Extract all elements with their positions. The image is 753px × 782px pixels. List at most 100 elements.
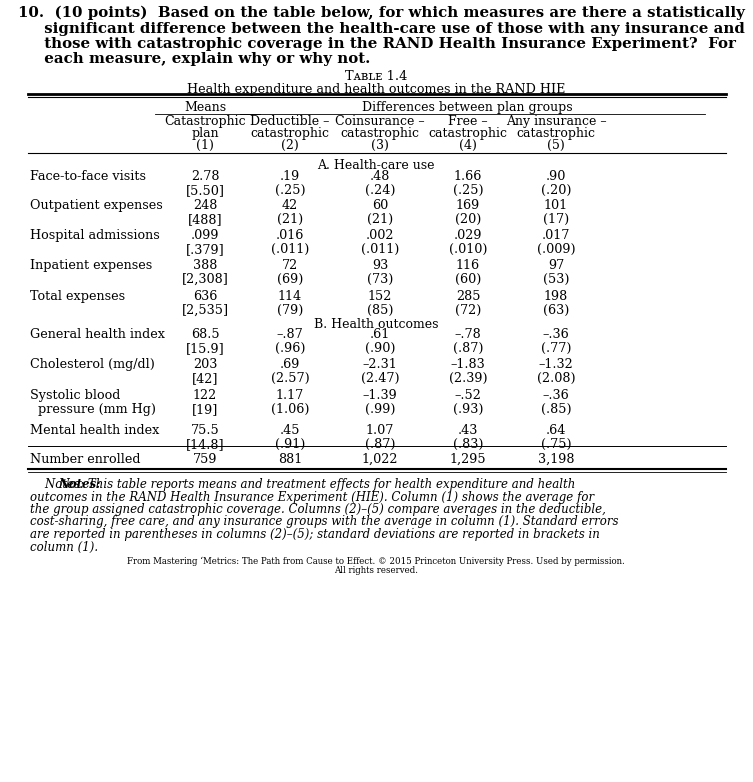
Text: 10.  (10 points)  Based on the table below, for which measures are there a stati: 10. (10 points) Based on the table below… xyxy=(18,6,745,20)
Text: (60): (60) xyxy=(455,273,481,286)
Text: 75.5: 75.5 xyxy=(191,424,219,437)
Text: 1.66: 1.66 xyxy=(454,170,482,183)
Text: each measure, explain why or why not.: each measure, explain why or why not. xyxy=(18,52,370,66)
Text: .19: .19 xyxy=(280,170,300,183)
Text: 198: 198 xyxy=(544,290,568,303)
Text: (1.06): (1.06) xyxy=(271,403,309,416)
Text: Catastrophic: Catastrophic xyxy=(164,115,245,128)
Text: All rights reserved.: All rights reserved. xyxy=(334,566,418,575)
Text: catastrophic: catastrophic xyxy=(517,127,596,140)
Text: (.99): (.99) xyxy=(364,403,395,416)
Text: (2.57): (2.57) xyxy=(270,372,309,385)
Text: –.78: –.78 xyxy=(455,328,481,341)
Text: (.20): (.20) xyxy=(541,184,572,197)
Text: (2): (2) xyxy=(281,139,299,152)
Text: –.52: –.52 xyxy=(455,389,481,402)
Text: (.87): (.87) xyxy=(453,342,483,355)
Text: 101: 101 xyxy=(544,199,568,212)
Text: (5): (5) xyxy=(547,139,565,152)
Text: –.87: –.87 xyxy=(276,328,303,341)
Text: are reported in parentheses in columns (2)–(5); standard deviations are reported: are reported in parentheses in columns (… xyxy=(30,528,600,541)
Text: Notes:: Notes: xyxy=(58,478,100,491)
Text: 42: 42 xyxy=(282,199,298,212)
Text: (.24): (.24) xyxy=(364,184,395,197)
Text: 116: 116 xyxy=(456,259,480,272)
Text: (85): (85) xyxy=(367,304,393,317)
Text: General health index: General health index xyxy=(30,328,165,341)
Text: (.75): (.75) xyxy=(541,438,572,451)
Text: catastrophic: catastrophic xyxy=(340,127,419,140)
Text: .64: .64 xyxy=(546,424,566,437)
Text: 1,022: 1,022 xyxy=(361,453,398,466)
Text: 2.78: 2.78 xyxy=(191,170,219,183)
Text: –1.83: –1.83 xyxy=(450,358,486,371)
Text: 636: 636 xyxy=(193,290,217,303)
Text: 388: 388 xyxy=(193,259,217,272)
Text: Notes: This table reports means and treatment effects for health expenditure and: Notes: This table reports means and trea… xyxy=(30,478,575,491)
Text: (69): (69) xyxy=(277,273,303,286)
Text: 1.07: 1.07 xyxy=(366,424,394,437)
Text: A. Health-care use: A. Health-care use xyxy=(317,159,434,172)
Text: 169: 169 xyxy=(456,199,480,212)
Text: [2,535]: [2,535] xyxy=(181,304,229,317)
Text: .69: .69 xyxy=(280,358,300,371)
Text: (.83): (.83) xyxy=(453,438,483,451)
Text: (4): (4) xyxy=(459,139,477,152)
Text: (2.08): (2.08) xyxy=(537,372,575,385)
Text: (63): (63) xyxy=(543,304,569,317)
Text: (.25): (.25) xyxy=(453,184,483,197)
Text: those with catastrophic coverage in the RAND Health Insurance Experiment?  For: those with catastrophic coverage in the … xyxy=(18,37,736,51)
Text: [.379]: [.379] xyxy=(186,243,224,256)
Text: 114: 114 xyxy=(278,290,302,303)
Text: (.96): (.96) xyxy=(275,342,305,355)
Text: (.77): (.77) xyxy=(541,342,572,355)
Text: (.011): (.011) xyxy=(271,243,309,256)
Text: (1): (1) xyxy=(196,139,214,152)
Text: column (1).: column (1). xyxy=(30,540,98,554)
Text: 60: 60 xyxy=(372,199,388,212)
Text: (.25): (.25) xyxy=(275,184,305,197)
Text: Tᴀʙʟᴇ 1.4: Tᴀʙʟᴇ 1.4 xyxy=(345,70,407,83)
Text: Any insurance –: Any insurance – xyxy=(506,115,606,128)
Text: Coinsurance –: Coinsurance – xyxy=(335,115,425,128)
Text: (73): (73) xyxy=(367,273,393,286)
Text: (2.47): (2.47) xyxy=(361,372,399,385)
Text: –.36: –.36 xyxy=(543,328,569,341)
Text: (.009): (.009) xyxy=(537,243,575,256)
Text: .002: .002 xyxy=(366,229,395,242)
Text: 152: 152 xyxy=(367,290,392,303)
Text: (.87): (.87) xyxy=(364,438,395,451)
Text: significant difference between the health-care use of those with any insurance a: significant difference between the healt… xyxy=(18,21,745,35)
Text: [5.50]: [5.50] xyxy=(185,184,224,197)
Text: (21): (21) xyxy=(367,213,393,226)
Text: –1.39: –1.39 xyxy=(363,389,398,402)
Text: 97: 97 xyxy=(548,259,564,272)
Text: (.90): (.90) xyxy=(364,342,395,355)
Text: 285: 285 xyxy=(456,290,480,303)
Text: (20): (20) xyxy=(455,213,481,226)
Text: 93: 93 xyxy=(372,259,388,272)
Text: Number enrolled: Number enrolled xyxy=(30,453,141,466)
Text: Differences between plan groups: Differences between plan groups xyxy=(361,101,572,114)
Text: Face-to-face visits: Face-to-face visits xyxy=(30,170,146,183)
Text: (.91): (.91) xyxy=(275,438,305,451)
Text: [14.8]: [14.8] xyxy=(186,438,224,451)
Text: (.011): (.011) xyxy=(361,243,399,256)
Text: the group assigned catastrophic coverage. Columns (2)–(5) compare averages in th: the group assigned catastrophic coverage… xyxy=(30,503,606,516)
Text: .017: .017 xyxy=(542,229,570,242)
Text: cost-sharing, free care, and any insurance groups with the average in column (1): cost-sharing, free care, and any insuran… xyxy=(30,515,618,529)
Text: (.93): (.93) xyxy=(453,403,483,416)
Text: [488]: [488] xyxy=(187,213,222,226)
Text: Deductible –: Deductible – xyxy=(250,115,330,128)
Text: (.85): (.85) xyxy=(541,403,572,416)
Text: .016: .016 xyxy=(276,229,304,242)
Text: plan: plan xyxy=(191,127,219,140)
Text: From Mastering ‘Metrics: The Path from Cause to Effect. © 2015 Princeton Univers: From Mastering ‘Metrics: The Path from C… xyxy=(127,557,625,566)
Text: (2.39): (2.39) xyxy=(449,372,487,385)
Text: (79): (79) xyxy=(277,304,303,317)
Text: 3,198: 3,198 xyxy=(538,453,575,466)
Text: Hospital admissions: Hospital admissions xyxy=(30,229,160,242)
Text: 122: 122 xyxy=(193,389,217,402)
Text: B. Health outcomes: B. Health outcomes xyxy=(314,318,438,331)
Text: Free –: Free – xyxy=(448,115,488,128)
